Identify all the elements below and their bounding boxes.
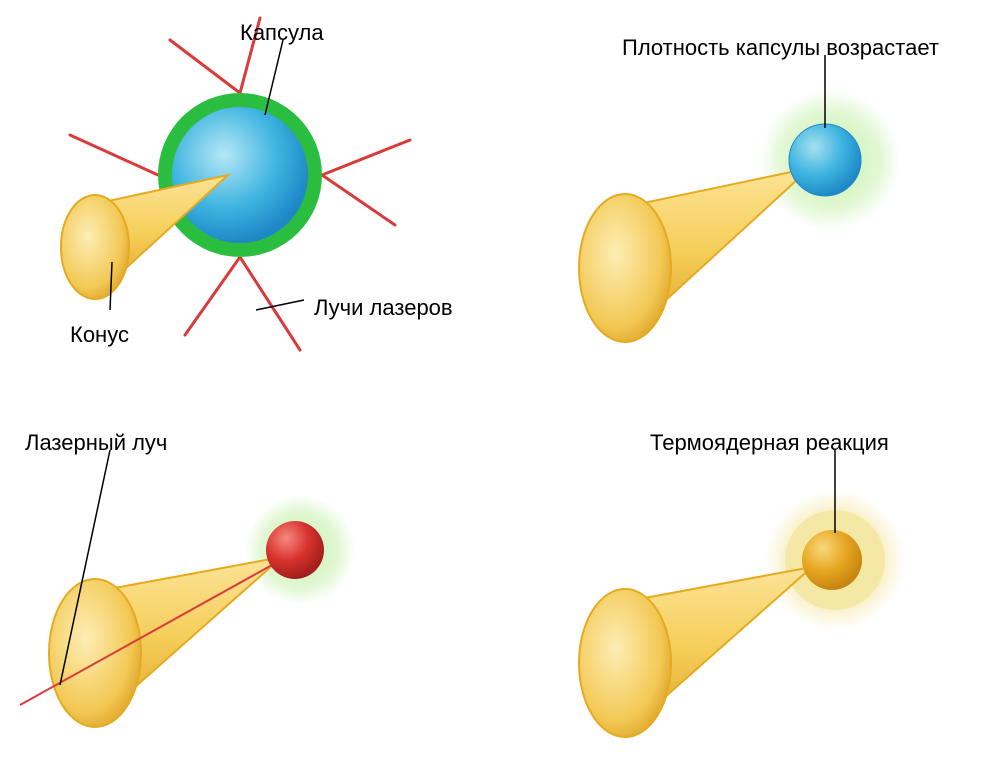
label-cone: Конус <box>70 322 129 348</box>
panel-2 <box>579 55 900 342</box>
label-lasers: Лучи лазеров <box>314 295 453 321</box>
panel-4 <box>579 450 905 737</box>
label-capsule: Капсула <box>240 20 324 46</box>
diagram-stage <box>0 0 1000 770</box>
label-fusion: Термоядерная реакция <box>650 430 889 456</box>
panel-3 <box>20 450 355 727</box>
label-density: Плотность капсулы возрастает <box>622 35 939 61</box>
label-laserbeam: Лазерный луч <box>25 430 167 456</box>
